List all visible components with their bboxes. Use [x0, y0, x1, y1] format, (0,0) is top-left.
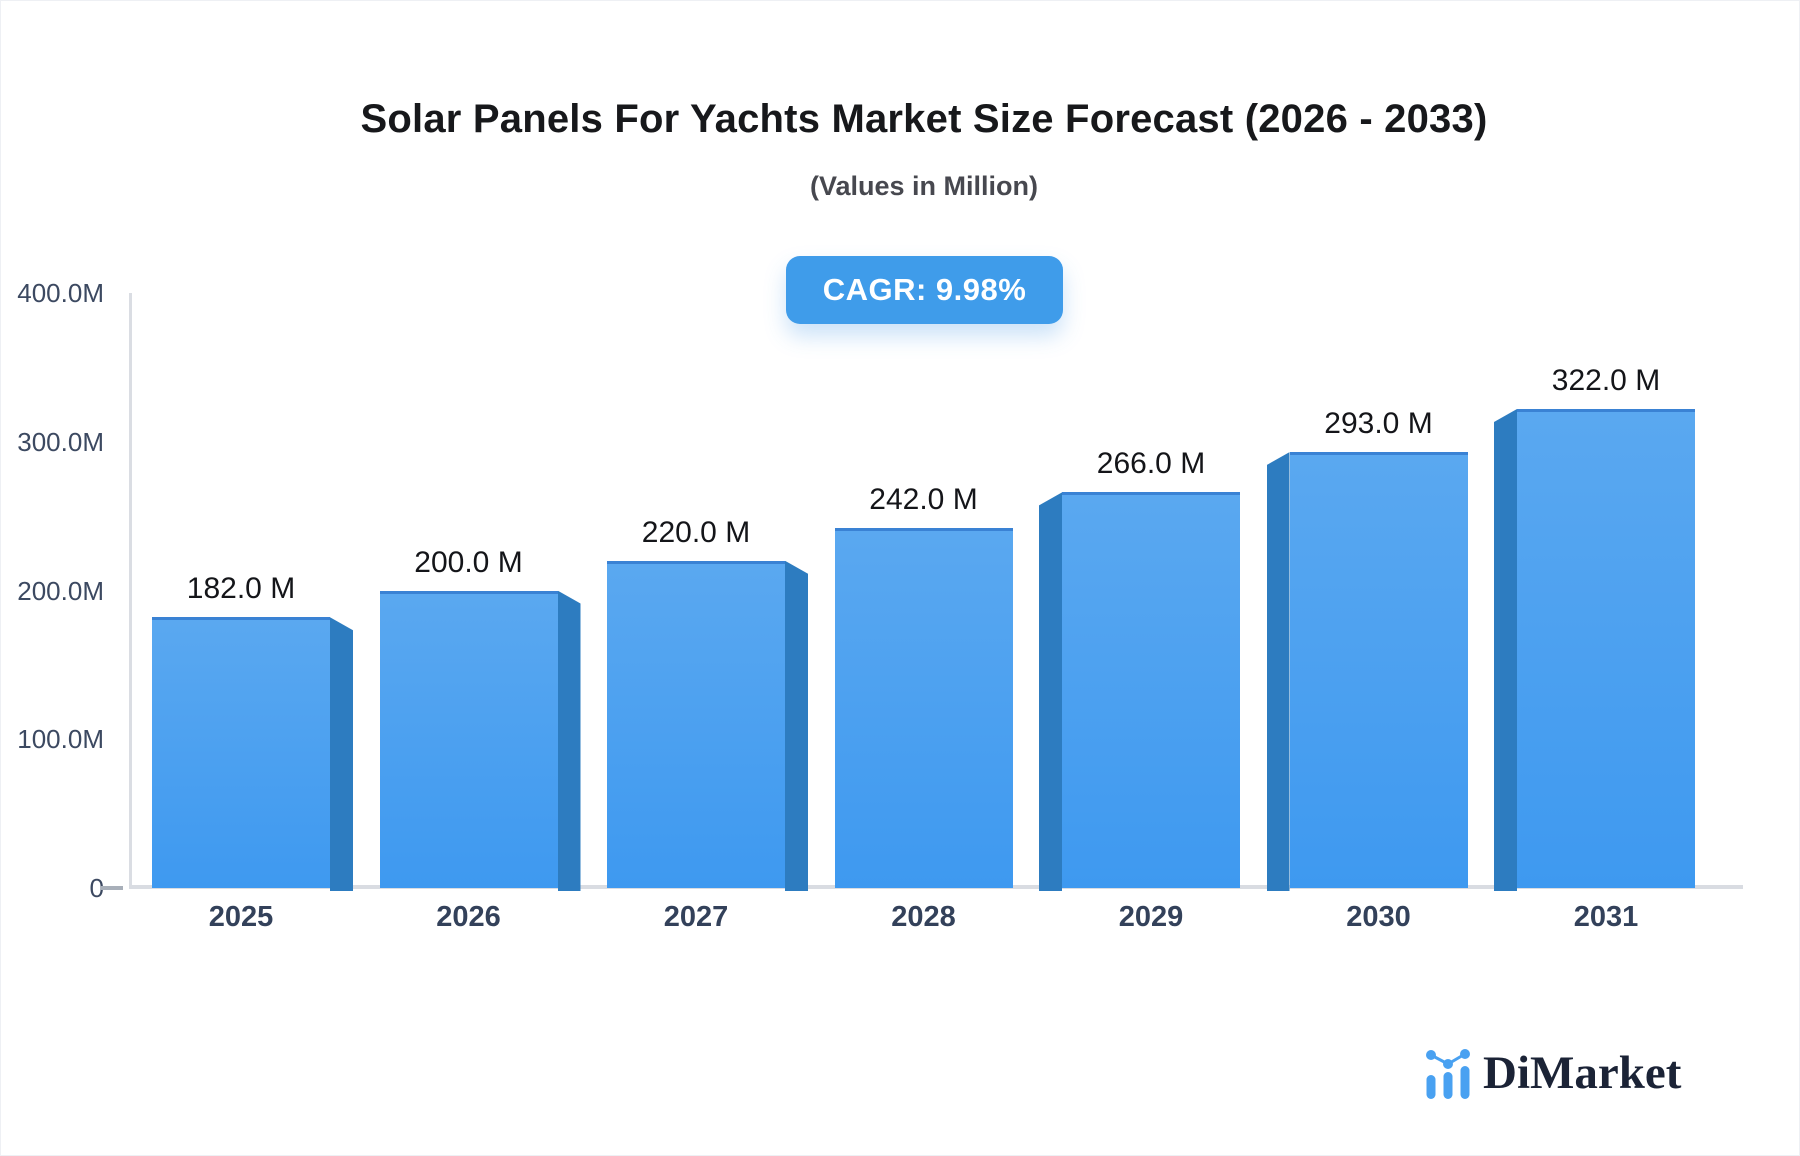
x-axis-label: 2030: [1346, 901, 1411, 933]
bar-value-label: 322.0 M: [1551, 364, 1661, 398]
bar-3d-side: [1494, 409, 1517, 891]
bar-3d-side: [557, 590, 581, 891]
y-axis-line: [129, 293, 132, 889]
bar-value-label: 200.0 M: [414, 545, 523, 579]
dimarket-logo-text: DiMarket: [1483, 1047, 1682, 1099]
bar-face: [834, 528, 1013, 888]
dimarket-logo: DiMarket: [1425, 1045, 1681, 1101]
x-axis-label: 2028: [891, 901, 956, 933]
x-axis-label: 2027: [663, 901, 729, 933]
bar-face: [379, 590, 558, 888]
bar-3d-side: [1039, 492, 1062, 891]
cagr-badge: CAGR: 9.98%: [786, 256, 1063, 324]
y-axis-label: 200.0M: [17, 575, 104, 606]
bar-value-label: 266.0 M: [1096, 447, 1206, 481]
bar-3d-side: [785, 560, 808, 891]
bar-chart-logo-icon: [1426, 1049, 1470, 1099]
chart-title: Solar Panels For Yachts Market Size Fore…: [360, 97, 1488, 141]
x-axis-label: 2025: [208, 901, 274, 933]
chart-subtitle: (Values in Million): [809, 171, 1039, 201]
bar-value-label: 182.0 M: [186, 572, 296, 606]
y-axis-label: 300.0M: [17, 426, 104, 457]
bar-value-label: 242.0 M: [869, 483, 978, 517]
bar-3d-side: [330, 617, 353, 891]
cagr-badge-label: CAGR: 9.98%: [822, 272, 1027, 307]
bar-face: [1062, 492, 1240, 888]
bar-face: [1517, 409, 1695, 888]
bar-3d-side: [1266, 452, 1290, 891]
bar-face: [152, 617, 330, 888]
bar-value-label: 220.0 M: [641, 515, 751, 549]
x-axis-label: 2029: [1118, 901, 1184, 933]
y-axis-label: 0: [89, 873, 104, 903]
bar-face: [607, 560, 785, 888]
y-axis-label: 400.0M: [17, 278, 104, 308]
x-axis-label: 2031: [1573, 901, 1639, 933]
bar-value-label: 293.0 M: [1324, 407, 1433, 441]
y-axis-tick: [101, 886, 123, 890]
x-axis-label: 2026: [436, 901, 501, 933]
bar-face: [1289, 452, 1468, 888]
y-axis-label: 100.0M: [17, 724, 104, 755]
